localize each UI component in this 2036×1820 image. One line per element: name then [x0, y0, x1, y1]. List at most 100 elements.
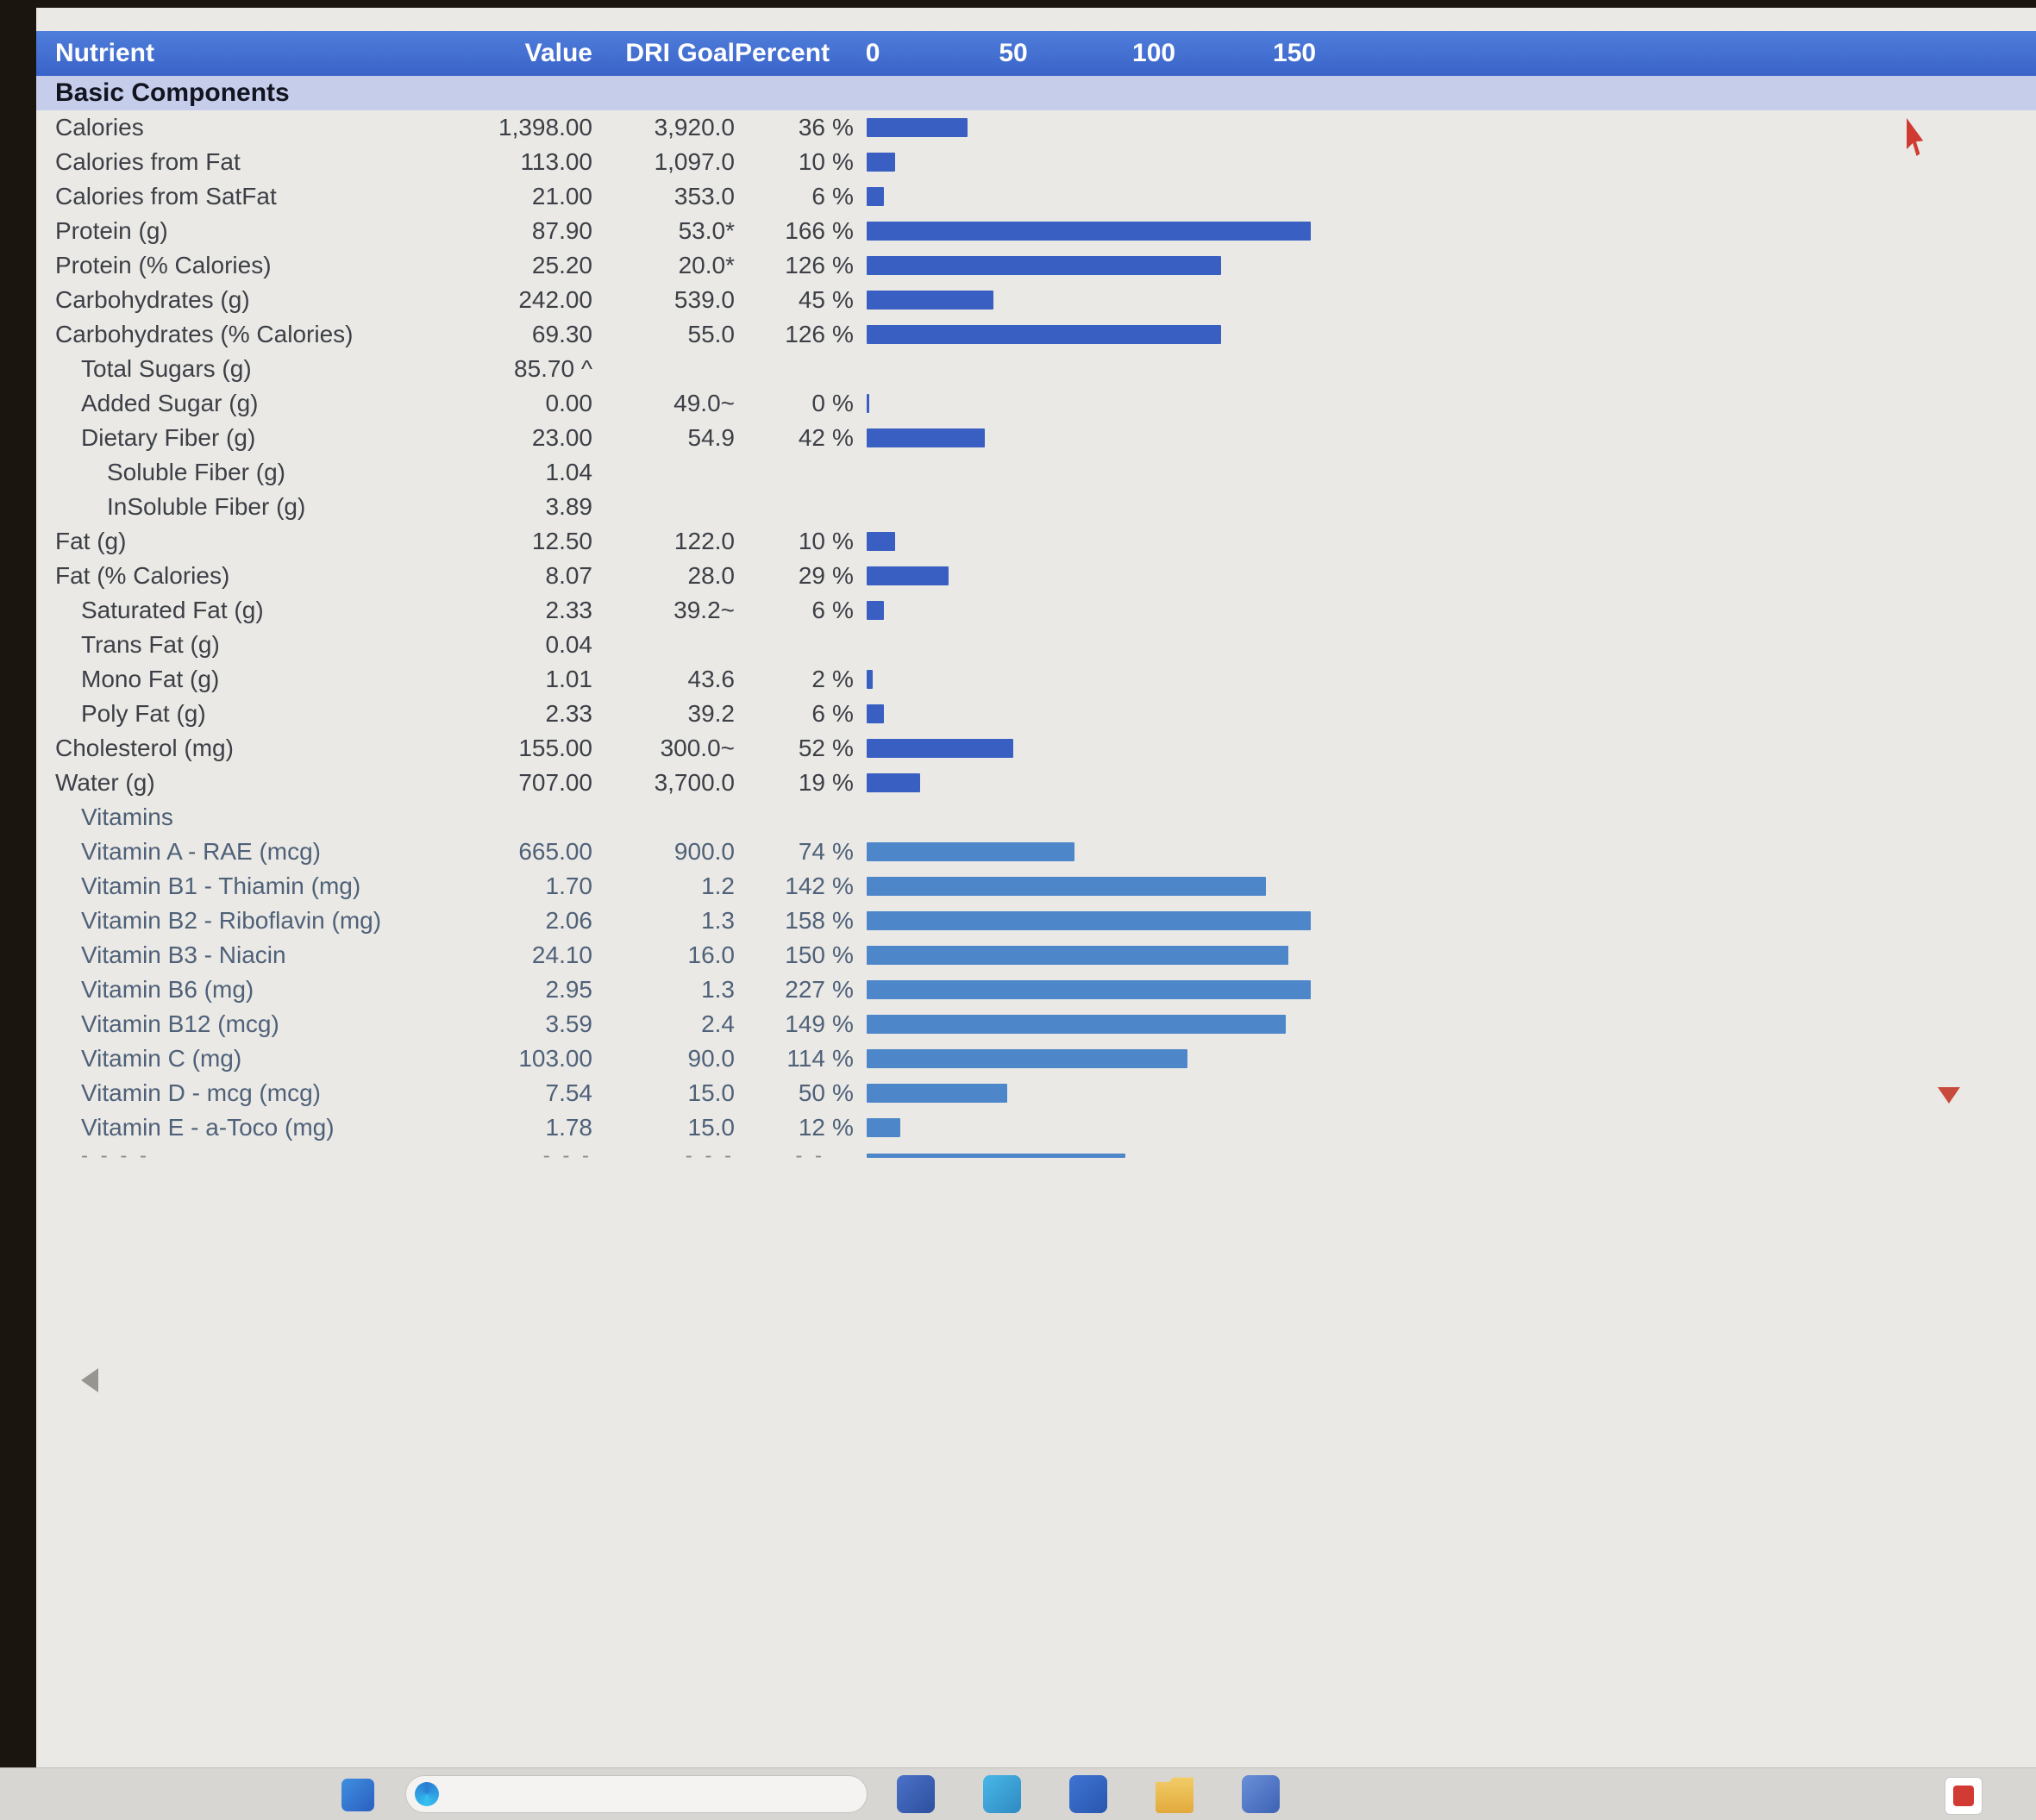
- table-row[interactable]: Vitamin A - RAE (mcg) 665.00 900.0 74 %: [36, 835, 2036, 869]
- percent-bar-track: [867, 938, 2036, 973]
- scroll-down-arrow-icon[interactable]: [1938, 1087, 1960, 1104]
- taskbar-notification-icon[interactable]: [1945, 1777, 1983, 1815]
- table-row[interactable]: Calories from SatFat 21.00 353.0 6 %: [36, 179, 2036, 214]
- nutrient-label: Vitamin B1 - Thiamin (mg): [81, 872, 361, 899]
- nutrient-dri-goal: 539.0: [673, 286, 735, 313]
- table-row[interactable]: Added Sugar (g) 0.00 49.0~ 0 %: [36, 386, 2036, 421]
- table-row[interactable]: Carbohydrates (g) 242.00 539.0 45 %: [36, 283, 2036, 317]
- section-header-row[interactable]: Basic Components: [36, 76, 2036, 110]
- photo-edge-left: [0, 0, 36, 1768]
- nutrient-value: 24.10: [531, 941, 592, 968]
- percent-bar: [867, 291, 993, 310]
- taskbar-app-icon-1[interactable]: [897, 1775, 935, 1813]
- nutrient-dri-goal: 300.0~: [660, 735, 735, 761]
- nutrient-label: Soluble Fiber (g): [107, 459, 285, 485]
- percent-sign: %: [832, 597, 854, 623]
- nutrient-report: Nutrient Value DRI Goal Percent 0 50 100 15…: [36, 8, 2036, 1167]
- nutrient-dri-goal: 16.0: [687, 941, 736, 968]
- percent-bar: [867, 842, 1075, 861]
- table-row[interactable]: - - - - - - - - - - - -: [36, 1145, 2036, 1167]
- nutrient-percent: 6: [811, 700, 825, 727]
- percent-bar: [867, 222, 1312, 241]
- nutrient-label: Water (g): [55, 769, 155, 796]
- percent-bar: [867, 325, 1221, 344]
- percent-bar: [867, 1118, 901, 1137]
- nutrient-percent: - -: [795, 1145, 825, 1167]
- percent-sign: %: [832, 1079, 854, 1106]
- table-row[interactable]: Vitamin B1 - Thiamin (mg) 1.70 1.2 142 %: [36, 869, 2036, 904]
- table-row[interactable]: Vitamin D - mcg (mcg) 7.54 15.0 50 %: [36, 1076, 2036, 1110]
- nutrient-label: Vitamin D - mcg (mcg): [81, 1079, 321, 1106]
- nutrient-value: 665.00: [518, 838, 592, 865]
- nutrient-label: Carbohydrates (% Calories): [55, 321, 354, 347]
- nutrient-percent: 227: [785, 976, 825, 1003]
- nutrient-percent: 29: [798, 562, 825, 589]
- taskbar: [0, 1767, 2036, 1820]
- nutrient-label: Calories: [55, 114, 144, 141]
- table-row[interactable]: Vitamin B6 (mg) 2.95 1.3 227 %: [36, 973, 2036, 1007]
- scale-tick-label: 50: [999, 39, 1028, 67]
- percent-sign: %: [832, 941, 854, 968]
- taskbar-app-icon-3[interactable]: [1069, 1775, 1107, 1813]
- nutrient-percent: 2: [811, 666, 825, 692]
- nutrient-label: Total Sugars (g): [81, 355, 252, 382]
- nutrient-label: Vitamin B12 (mcg): [81, 1010, 279, 1037]
- percent-bar: [867, 946, 1288, 965]
- taskbar-search[interactable]: [405, 1775, 868, 1813]
- table-row[interactable]: Water (g) 707.00 3,700.0 19 %: [36, 766, 2036, 800]
- nutrient-label: Trans Fat (g): [81, 631, 220, 658]
- nutrient-dri-goal: 39.2~: [673, 597, 735, 623]
- scroll-left-arrow-icon[interactable]: [81, 1368, 98, 1392]
- group-header-row[interactable]: Vitamins: [36, 800, 2036, 835]
- table-row[interactable]: Saturated Fat (g) 2.33 39.2~ 6 %: [36, 593, 2036, 628]
- nutrient-dri-goal: 15.0: [687, 1114, 736, 1141]
- table-row[interactable]: Fat (g) 12.50 122.0 10 %: [36, 524, 2036, 559]
- nutrient-dri-goal: 1.3: [701, 976, 735, 1003]
- nutrient-value: 87.90: [531, 217, 592, 244]
- section-label: Basic Components: [36, 78, 2036, 108]
- percent-sign: %: [832, 321, 854, 347]
- table-row[interactable]: Trans Fat (g) 0.04: [36, 628, 2036, 662]
- nutrient-dri-goal: 90.0: [687, 1045, 736, 1072]
- table-row[interactable]: Dietary Fiber (g) 23.00 54.9 42 %: [36, 421, 2036, 455]
- table-row[interactable]: Protein (g) 87.90 53.0* 166 %: [36, 214, 2036, 248]
- nutrient-dri-goal: 1.3: [701, 907, 735, 934]
- percent-sign: %: [832, 666, 854, 692]
- table-row[interactable]: Protein (% Calories) 25.20 20.0* 126 %: [36, 248, 2036, 283]
- table-row[interactable]: Fat (% Calories) 8.07 28.0 29 %: [36, 559, 2036, 593]
- nutrient-value: 8.07: [545, 562, 593, 589]
- table-row[interactable]: Poly Fat (g) 2.33 39.2 6 %: [36, 697, 2036, 731]
- table-row[interactable]: Vitamin B2 - Riboflavin (mg) 2.06 1.3 15…: [36, 904, 2036, 938]
- table-row[interactable]: Vitamin C (mg) 103.00 90.0 114 %: [36, 1041, 2036, 1076]
- percent-bar-track: [867, 386, 2036, 421]
- taskbar-app-icon-4[interactable]: [1242, 1775, 1280, 1813]
- table-row[interactable]: Calories from Fat 113.00 1,097.0 10 %: [36, 145, 2036, 179]
- table-row[interactable]: InSoluble Fiber (g) 3.89: [36, 490, 2036, 524]
- percent-sign: %: [832, 528, 854, 554]
- nutrient-percent: 52: [798, 735, 825, 761]
- table-row[interactable]: Vitamin B12 (mcg) 3.59 2.4 149 %: [36, 1007, 2036, 1041]
- taskbar-search-input[interactable]: [439, 1775, 867, 1813]
- table-row[interactable]: Mono Fat (g) 1.01 43.6 2 %: [36, 662, 2036, 697]
- taskbar-folder-icon[interactable]: [1156, 1777, 1193, 1813]
- percent-bar-track: [867, 421, 2036, 455]
- percent-bar: [867, 773, 920, 792]
- percent-bar: [867, 532, 895, 551]
- table-row[interactable]: Carbohydrates (% Calories) 69.30 55.0 12…: [36, 317, 2036, 352]
- percent-bar-track: [867, 145, 2036, 179]
- start-button-icon[interactable]: [341, 1779, 374, 1811]
- table-row[interactable]: Vitamin E - a-Toco (mg) 1.78 15.0 12 %: [36, 1110, 2036, 1145]
- percent-bar-track: [867, 524, 2036, 559]
- percent-bar-track: [867, 904, 2036, 938]
- table-row[interactable]: Soluble Fiber (g) 1.04: [36, 455, 2036, 490]
- taskbar-app-icon-2[interactable]: [983, 1775, 1021, 1813]
- table-row[interactable]: Vitamin B3 - Niacin 24.10 16.0 150 %: [36, 938, 2036, 973]
- nutrient-label: Added Sugar (g): [81, 390, 259, 416]
- percent-bar: [867, 153, 895, 172]
- nutrient-value: 2.06: [545, 907, 593, 934]
- nutrient-dri-goal: 353.0: [673, 183, 735, 210]
- table-row[interactable]: Total Sugars (g) 85.70 ^: [36, 352, 2036, 386]
- nutrient-value: 0.00: [545, 390, 593, 416]
- table-row[interactable]: Calories 1,398.00 3,920.0 36 %: [36, 110, 2036, 145]
- table-row[interactable]: Cholesterol (mg) 155.00 300.0~ 52 %: [36, 731, 2036, 766]
